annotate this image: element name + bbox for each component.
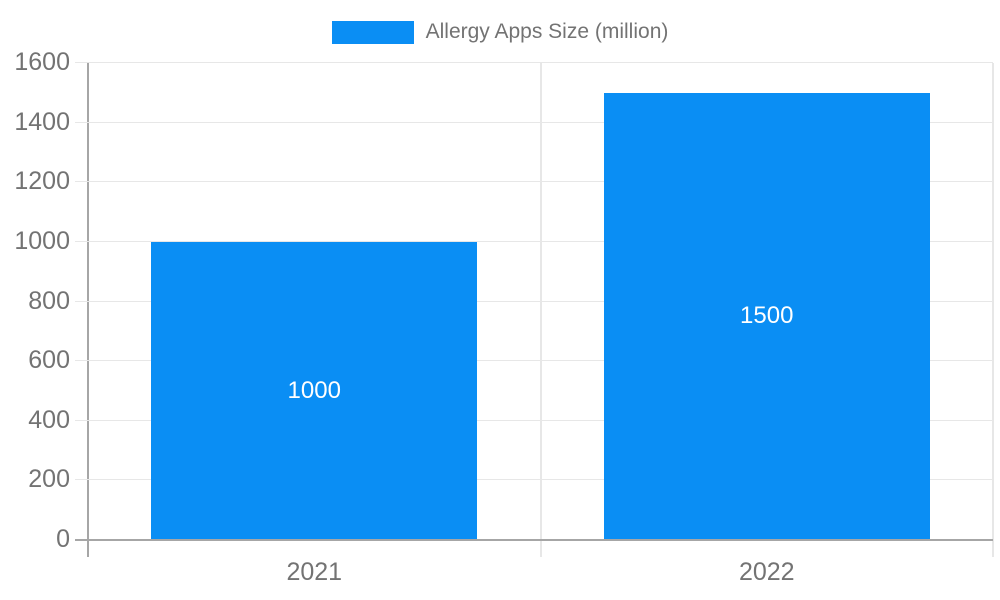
x-axis-line <box>75 539 993 541</box>
legend: Allergy Apps Size (million) <box>0 16 1000 48</box>
gridline <box>75 419 993 421</box>
bar-value-label: 1500 <box>740 302 794 330</box>
x-axis-tick <box>992 540 994 557</box>
bar: 1000 <box>151 241 478 540</box>
gridline <box>75 479 993 481</box>
legend-swatch <box>331 20 414 44</box>
bar-value-label: 1000 <box>287 376 341 404</box>
gridline <box>75 62 993 63</box>
y-axis-line <box>87 63 89 557</box>
y-tick-label: 400 <box>28 405 70 434</box>
gridline <box>75 121 993 123</box>
gridline <box>75 240 993 242</box>
y-tick-label: 1200 <box>14 167 70 196</box>
gridline <box>75 360 993 362</box>
x-tick-label: 2022 <box>738 558 795 586</box>
x-tick-label: 2021 <box>286 558 343 586</box>
y-tick-label: 600 <box>28 346 70 375</box>
y-tick-label: 0 <box>56 524 70 553</box>
y-tick-label: 1600 <box>14 47 70 76</box>
bar: 1500 <box>603 92 930 540</box>
plot-area: 1000 1500 <box>75 62 994 557</box>
gridline <box>75 181 993 183</box>
category-separator-line <box>539 63 542 540</box>
y-tick-label: 800 <box>28 286 70 315</box>
legend-label: Allergy Apps Size (million) <box>425 20 669 43</box>
x-axis-tick <box>539 540 542 557</box>
y-tick-label: 1000 <box>14 226 70 255</box>
category-separator-line <box>992 63 994 540</box>
gridline <box>75 300 993 302</box>
y-tick-label: 1400 <box>14 107 70 136</box>
y-tick-label: 200 <box>28 465 70 494</box>
